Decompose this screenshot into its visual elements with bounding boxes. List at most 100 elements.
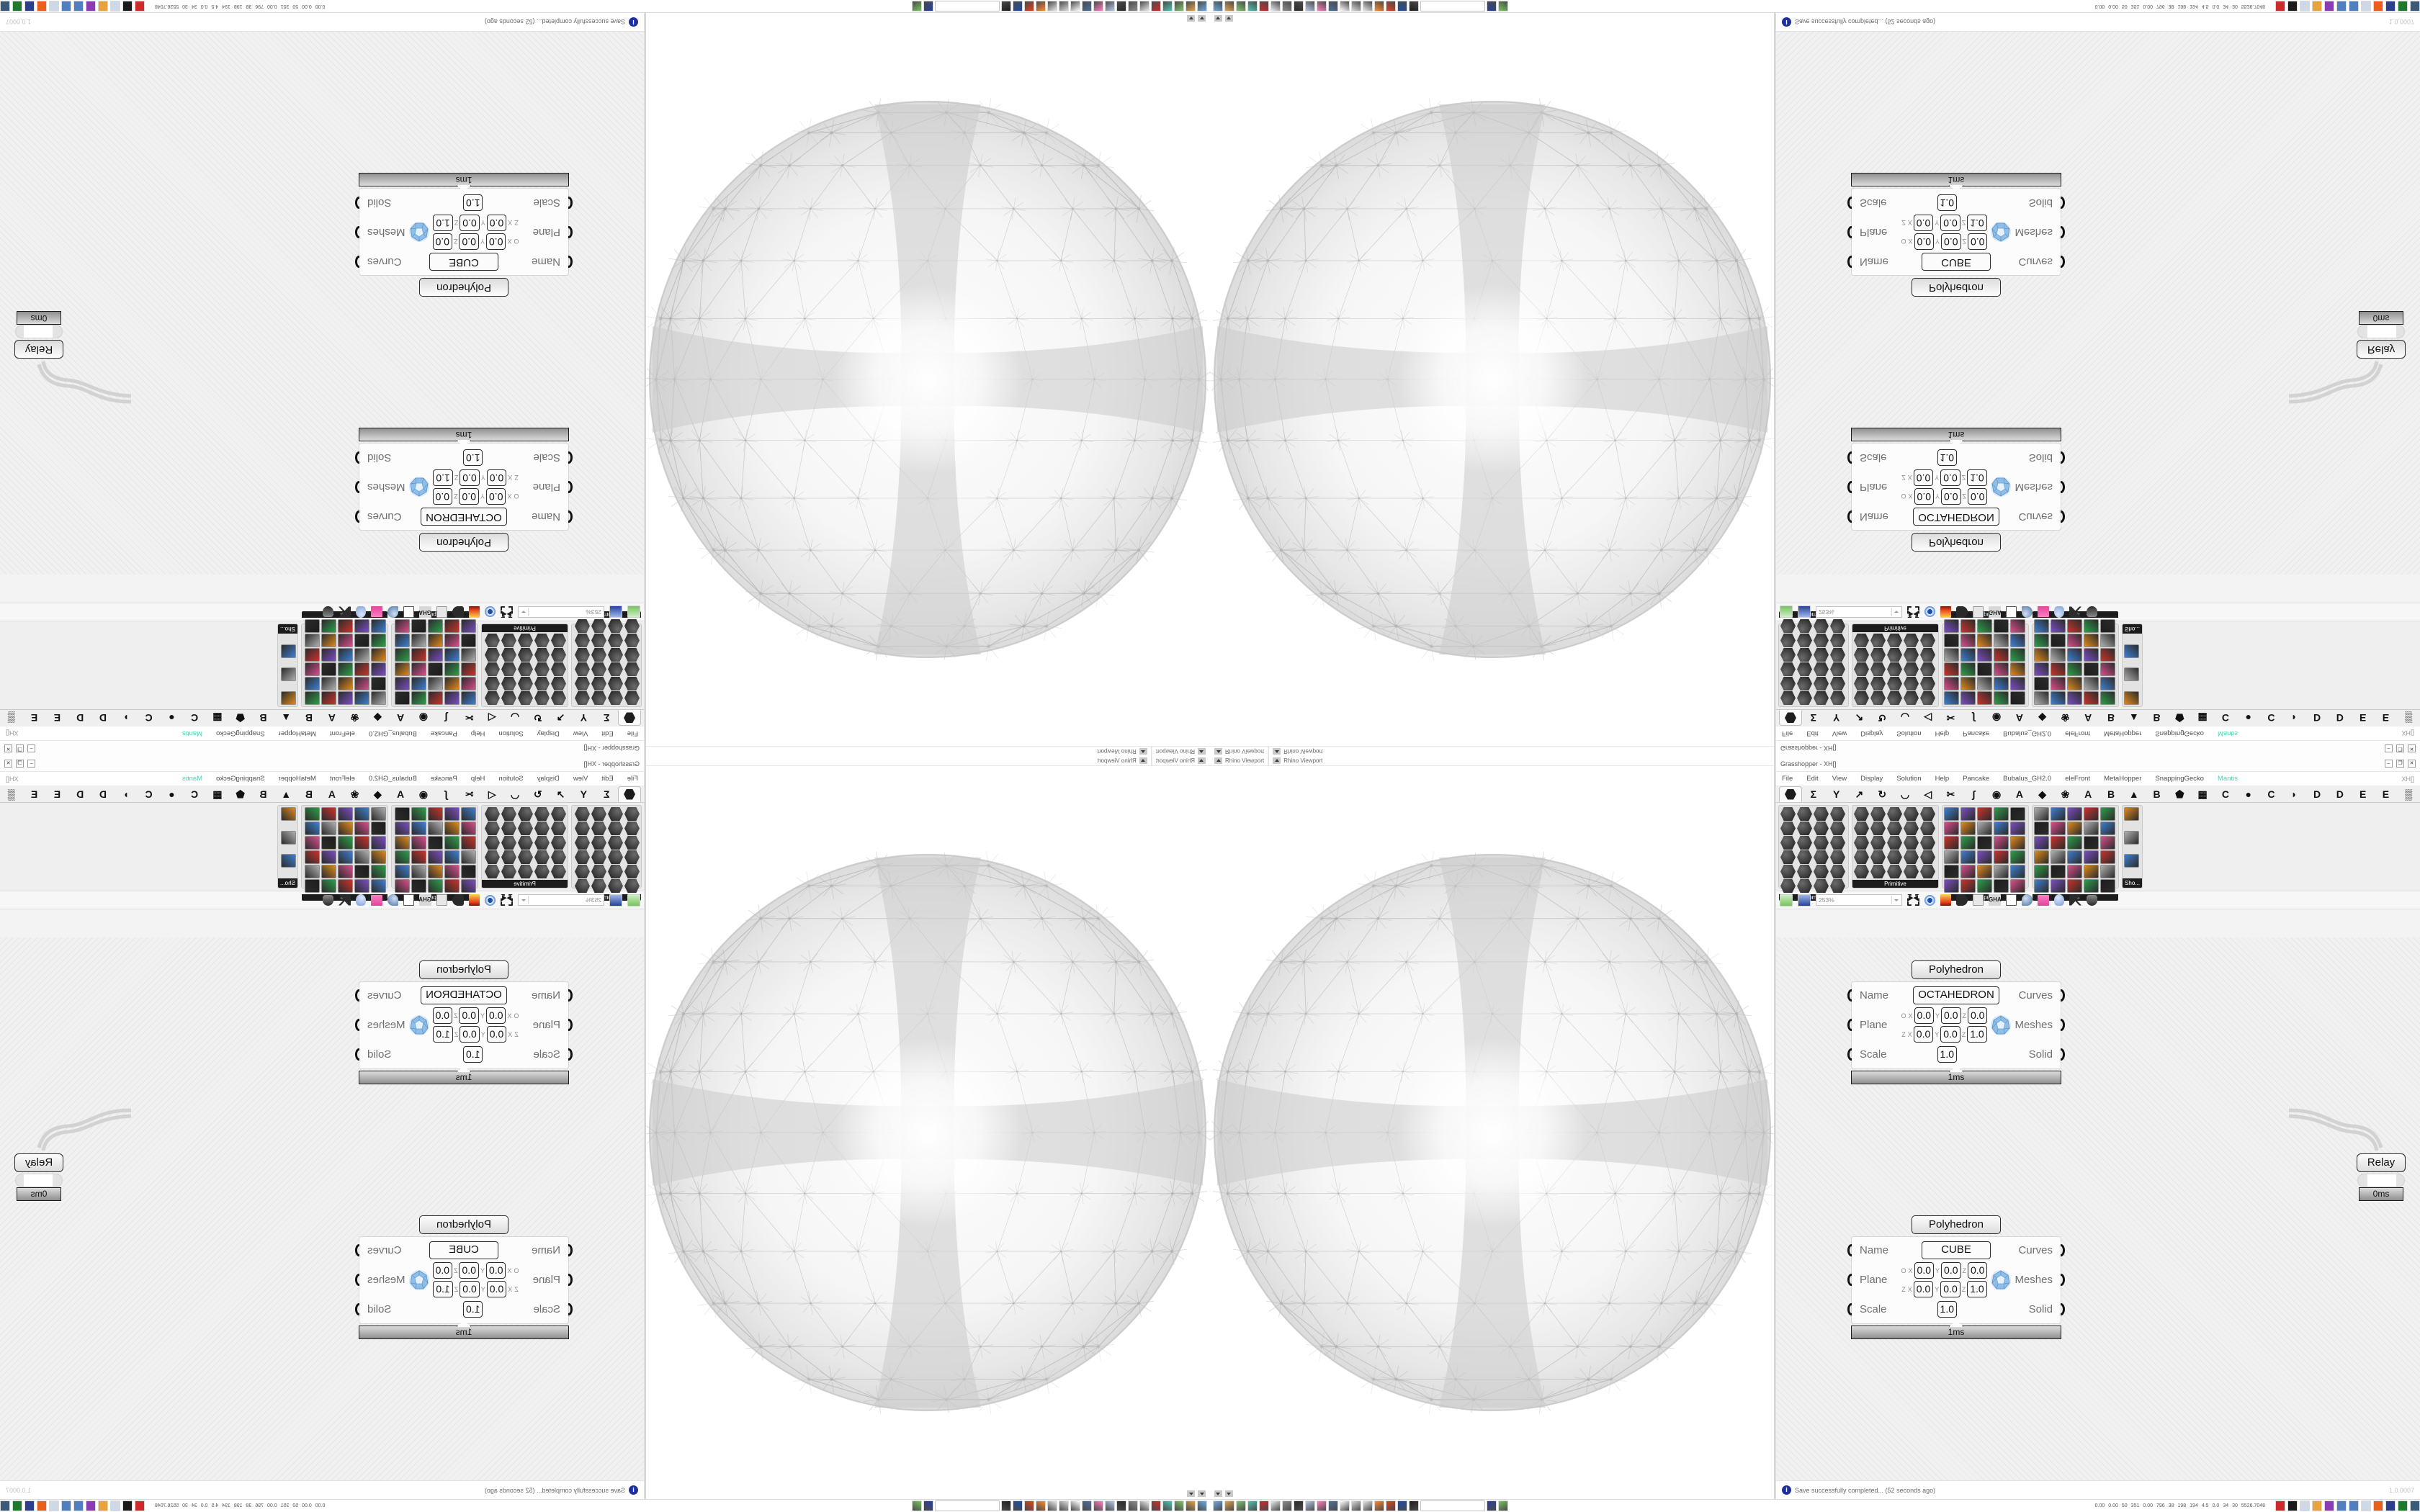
component-icon[interactable] (1977, 850, 1992, 864)
component-icon[interactable] (1854, 836, 1869, 850)
component-icon[interactable] (2067, 619, 2082, 633)
component-icon[interactable] (551, 836, 566, 850)
component-icon[interactable] (354, 836, 369, 850)
firefox-icon[interactable] (37, 1500, 47, 1511)
key-icon[interactable] (98, 1500, 108, 1511)
component-icon[interactable] (461, 662, 476, 676)
component-icon[interactable] (2010, 677, 2025, 690)
name-value-field[interactable]: OCTAHEDRON (421, 986, 507, 1004)
input-pin-name[interactable] (565, 510, 573, 523)
ribbon-tab-sigma-icon[interactable]: Σ (1810, 712, 1817, 724)
component-icon[interactable] (1960, 807, 1976, 821)
component-icon[interactable] (1814, 648, 1829, 662)
component-icon[interactable] (2010, 691, 2025, 705)
document-icon[interactable] (1340, 1, 1350, 12)
output-pin-solid[interactable] (2057, 197, 2065, 209)
menu-item-bubalus-gh2-0[interactable]: Bubalus_GH2.0 (368, 729, 417, 737)
output-pin-solid[interactable] (2057, 1303, 2065, 1315)
menu-item-bubalus-gh2-0[interactable]: Bubalus_GH2.0 (2003, 775, 2052, 783)
menu-item-bubalus-gh2-0[interactable]: Bubalus_GH2.0 (368, 775, 417, 783)
zaxis-z-field[interactable]: 1.0 (433, 215, 453, 231)
ribbon-tab-letter-e-icon[interactable]: E (2359, 712, 2367, 724)
panel-footer-label[interactable]: Sho... (2123, 624, 2142, 634)
component-icon[interactable] (461, 836, 476, 850)
zaxis-y-field[interactable]: 0.0 (460, 1026, 480, 1043)
ribbon-tab-sigma-icon[interactable]: Σ (603, 788, 610, 800)
component-icon[interactable] (1797, 691, 1812, 705)
component-icon[interactable] (1814, 691, 1829, 705)
component-icon[interactable] (575, 822, 590, 835)
component-icon[interactable] (2010, 822, 2025, 835)
component-icon[interactable] (1944, 619, 1959, 633)
origin-x-field[interactable]: 0.0 (485, 233, 506, 250)
component-icon[interactable] (1830, 865, 1845, 878)
floppy-icon[interactable] (2385, 1, 2396, 12)
output-pin-meshes[interactable] (2057, 1274, 2065, 1286)
component-icon[interactable] (2084, 691, 2099, 705)
search-magnifier-icon[interactable] (2022, 894, 2033, 906)
magnifier-icon[interactable] (1082, 1500, 1092, 1511)
ribbon-tab-sigma-icon[interactable]: Σ (603, 712, 610, 724)
component-icon[interactable] (1977, 619, 1992, 633)
component-icon[interactable] (1830, 850, 1845, 864)
ribbon-tab-transform-icon[interactable]: ʃ (1971, 712, 1976, 724)
component-icon[interactable] (534, 807, 550, 821)
lightbulb-icon[interactable] (1305, 1, 1315, 12)
component-icon[interactable] (1814, 677, 1829, 690)
component-icon[interactable] (1870, 662, 1886, 676)
ribbon-tab-letter-b2-icon[interactable]: B (259, 788, 267, 800)
chevron-down-icon[interactable] (521, 896, 529, 904)
scroll-icon[interactable] (110, 1500, 120, 1511)
component-icon[interactable] (2051, 691, 2066, 705)
component-icon[interactable] (1887, 691, 1902, 705)
ribbon-tab-vector-y-icon[interactable]: Y (1832, 712, 1840, 724)
component-icon[interactable] (1904, 807, 1919, 821)
component-icon[interactable] (1920, 634, 1935, 647)
component-icon[interactable] (1797, 677, 1812, 690)
ribbon-tab-grid-icon[interactable]: ▦ (212, 788, 223, 800)
component-icon[interactable] (575, 634, 590, 647)
component-icon[interactable] (444, 677, 460, 690)
ribbon-tab-letter-b-icon[interactable]: B (2107, 712, 2115, 724)
close-button[interactable]: ✕ (2408, 744, 2416, 752)
component-icon[interactable] (575, 662, 590, 676)
component-icon[interactable] (2034, 850, 2049, 864)
component-icon[interactable] (2067, 691, 2082, 705)
palette-icon[interactable] (2336, 1500, 2347, 1511)
component-icon[interactable] (371, 677, 386, 690)
save-disk-icon[interactable] (1798, 606, 1811, 618)
component-icon[interactable] (354, 691, 369, 705)
component-icon[interactable] (2084, 619, 2099, 633)
ribbon-tab-letter-d-icon[interactable]: D (99, 712, 107, 724)
ribbon-tab-letter-a2-icon[interactable]: A (2084, 712, 2092, 724)
component-icon[interactable] (2084, 648, 2099, 662)
viewport-tab-label-1[interactable]: Rhino Viewport (1155, 748, 1195, 755)
chevron-down-icon[interactable] (1891, 896, 1899, 904)
component-icon[interactable] (485, 850, 500, 864)
component-icon[interactable] (1904, 677, 1919, 690)
component-icon[interactable] (1887, 662, 1902, 676)
component-icon[interactable] (1960, 865, 1976, 878)
bake-flame-icon[interactable] (1386, 1500, 1396, 1511)
output-pin-curves[interactable] (355, 989, 363, 1002)
maximize-button[interactable]: ❐ (16, 760, 24, 768)
rhino-icon[interactable] (135, 1500, 145, 1511)
component-icon[interactable] (2100, 691, 2115, 705)
ribbon-tab-green-gem-icon[interactable]: ◆ (373, 788, 382, 800)
component-icon[interactable] (305, 879, 320, 893)
menu-item-solution[interactable]: Solution (1896, 729, 1922, 737)
component-icon[interactable] (411, 807, 426, 821)
component-icon[interactable] (2124, 644, 2139, 658)
component-icon[interactable] (395, 865, 410, 878)
viewport-tab-label-1[interactable]: Rhino Viewport (1155, 757, 1195, 764)
profiler-icon[interactable] (1036, 1500, 1046, 1511)
output-pin-curves[interactable] (2057, 510, 2065, 523)
component-icon[interactable] (1944, 865, 1959, 878)
component-icon[interactable] (1780, 879, 1796, 893)
render-icon[interactable] (1128, 1500, 1138, 1511)
component-icon[interactable] (2067, 836, 2082, 850)
input-pin-scale[interactable] (565, 1303, 573, 1315)
component-icon[interactable] (2034, 648, 2049, 662)
scale-value-field[interactable]: 1.0 (463, 1301, 483, 1318)
component-icon[interactable] (534, 836, 550, 850)
